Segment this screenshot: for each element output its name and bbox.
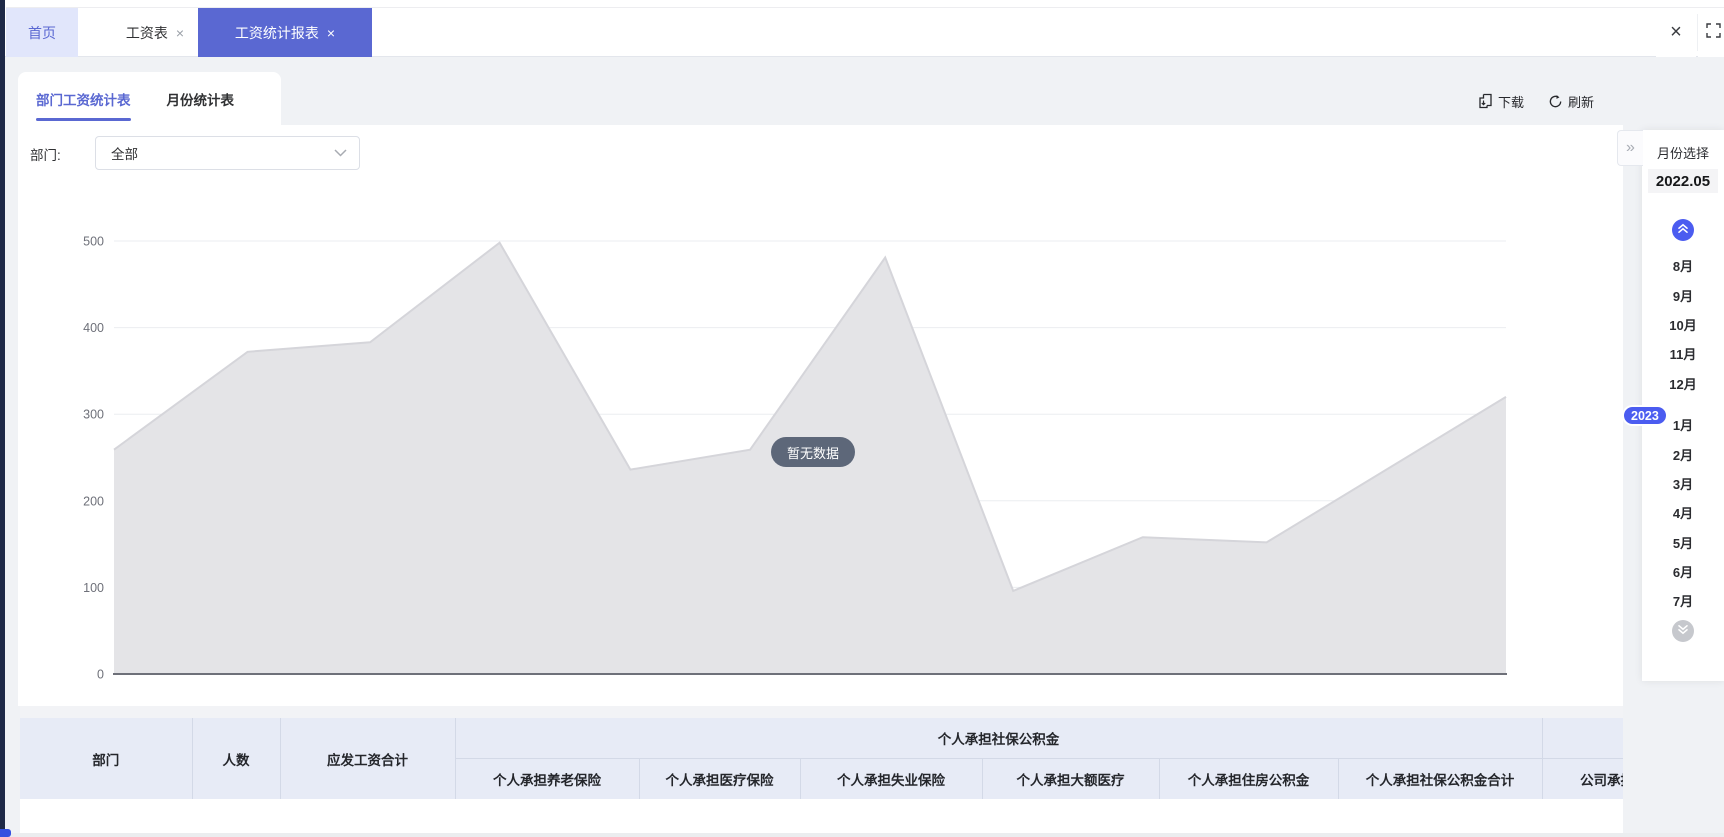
y-axis-tick-label: 0: [97, 668, 104, 682]
month-item[interactable]: 2月: [1672, 447, 1694, 463]
month-panel-title: 月份选择: [1656, 146, 1709, 161]
chevron-down-icon: [334, 149, 347, 157]
topbar-divider: [6, 7, 1724, 8]
current-month-value: 2022.05: [1648, 169, 1718, 193]
download-label: 下载: [1498, 94, 1525, 110]
button-divider: [1697, 14, 1698, 51]
month-item[interactable]: 9月: [1672, 288, 1694, 304]
tab-home-label: 首页: [28, 24, 56, 41]
salary-summary-table: 部门 人数 应发工资合计 个人承担社保公积金 个人承担养老保险 个人承担医疗保险 个人承担失…: [20, 706, 1623, 833]
subtab-department-salary[interactable]: 部门工资统计表: [36, 72, 131, 125]
y-axis-tick-label: 300: [83, 408, 104, 422]
chart-toolbar: 下载 刷新: [1478, 90, 1594, 112]
column-header: 应发工资合计: [280, 718, 456, 799]
refresh-label: 刷新: [1568, 94, 1595, 110]
month-item[interactable]: 3月: [1672, 476, 1694, 492]
table-header-group-row: 部门 人数 应发工资合计 个人承担社保公积金: [20, 718, 1623, 799]
month-panel-collapse-button[interactable]: »: [1617, 130, 1643, 166]
month-item[interactable]: 5月: [1672, 535, 1694, 551]
month-item[interactable]: 8月: [1672, 259, 1694, 275]
horizontal-scrollbar-thumb[interactable]: [0, 829, 11, 837]
area-chart: 0 100 200 300 400 500: [83, 235, 1507, 682]
scroll-months-up-button[interactable]: [1672, 219, 1694, 241]
month-list: 8月 9月 10月 11月 12月 1月 2月 3月 4月 5月 6月 7月: [1642, 251, 1724, 616]
close-icon[interactable]: ×: [175, 24, 185, 41]
area-series-line: [113, 241, 1507, 593]
horizontal-scrollbar-track[interactable]: [5, 833, 1724, 837]
tab-salary-sheet-label: 工资表: [125, 24, 168, 41]
y-axis-tick-label: 500: [83, 235, 104, 249]
subtab-month-statistics-label: 月份统计表: [166, 92, 235, 108]
sub-column-header: 个人承担社保公积金合计: [1338, 757, 1543, 799]
table-top-gutter: [20, 706, 1623, 718]
empty-body-cell: [20, 799, 1623, 833]
download-button[interactable]: 下载: [1478, 90, 1524, 112]
collapse-chevrons-icon: »: [1626, 139, 1635, 156]
active-tab-underline: [36, 118, 131, 121]
month-item[interactable]: 1月: [1672, 418, 1694, 434]
scroll-months-down-button[interactable]: [1672, 619, 1694, 642]
month-item[interactable]: 6月: [1672, 565, 1694, 581]
column-header: 部门: [20, 718, 193, 799]
tab-salary-sheet[interactable]: 工资表 ×: [112, 8, 198, 57]
month-item[interactable]: 7月: [1672, 594, 1694, 610]
summary-table: 部门 人数 应发工资合计 个人承担社保公积金 个人承担养老保险 个人承担医疗保险 个人承担失…: [20, 718, 1623, 833]
month-item[interactable]: 4月: [1672, 506, 1694, 522]
sub-column-header: 公司承担养老保险: [1542, 757, 1623, 799]
y-axis-tick-label: 200: [83, 494, 104, 508]
refresh-icon: [1548, 94, 1563, 109]
close-all-button[interactable]: ×: [1656, 8, 1696, 57]
department-salary-chart-panel: 部门: 全部 0 100 200 300 400 500 暂无数据: [18, 125, 1623, 706]
refresh-button[interactable]: 刷新: [1548, 90, 1594, 112]
subtab-department-salary-label: 部门工资统计表: [36, 92, 131, 108]
tab-home[interactable]: 首页: [6, 8, 78, 57]
subtab-month-statistics[interactable]: 月份统计表: [167, 72, 235, 125]
sub-column-header: 个人承担养老保险: [455, 757, 640, 799]
close-icon: ×: [1670, 21, 1682, 43]
department-select[interactable]: 全部: [95, 136, 360, 170]
sub-column-header: 个人承担医疗保险: [639, 757, 801, 799]
fullscreen-icon: [1706, 22, 1721, 43]
tab-salary-report[interactable]: 工资统计报表 ×: [198, 8, 372, 57]
empty-body-row: [20, 799, 1623, 833]
year-badge: 2023: [1622, 405, 1668, 426]
y-axis-tick-label: 400: [83, 321, 104, 335]
window-tab-bar: 首页 工资表 × 工资统计报表 × ×: [5, 0, 1724, 57]
month-item[interactable]: 10月: [1669, 317, 1697, 333]
month-item[interactable]: 11月: [1669, 347, 1697, 363]
sub-column-header: 个人承担失业保险: [800, 757, 983, 799]
no-data-tooltip: 暂无数据: [771, 437, 855, 467]
sub-column-header: 个人承担住房公积金: [1159, 757, 1339, 799]
double-chevron-down-icon: [1677, 622, 1689, 640]
double-chevron-up-icon: [1677, 221, 1689, 239]
department-filter-label: 部门:: [30, 148, 61, 163]
y-axis-tick-label: 100: [83, 581, 104, 595]
fullscreen-button[interactable]: [1698, 8, 1724, 57]
close-icon[interactable]: ×: [326, 24, 336, 41]
table-header-sub-row: 个人承担养老保险 个人承担医疗保险 个人承担失业保险 个人承担大额医疗 个人承担住房公积…: [20, 757, 1623, 799]
download-icon: [1478, 93, 1493, 109]
collapsed-side-rail: [0, 0, 5, 837]
sub-column-header: 个人承担大额医疗: [982, 757, 1160, 799]
department-select-value: 全部: [111, 147, 138, 162]
tab-salary-report-label: 工资统计报表: [234, 24, 319, 41]
month-item[interactable]: 12月: [1669, 376, 1697, 392]
column-header: 人数: [192, 718, 281, 799]
group-header-company-social-insurance: [1542, 718, 1623, 758]
group-header-personal-social-insurance: 个人承担社保公积金: [455, 718, 1543, 758]
report-subtabs: 部门工资统计表 月份统计表: [18, 72, 281, 125]
